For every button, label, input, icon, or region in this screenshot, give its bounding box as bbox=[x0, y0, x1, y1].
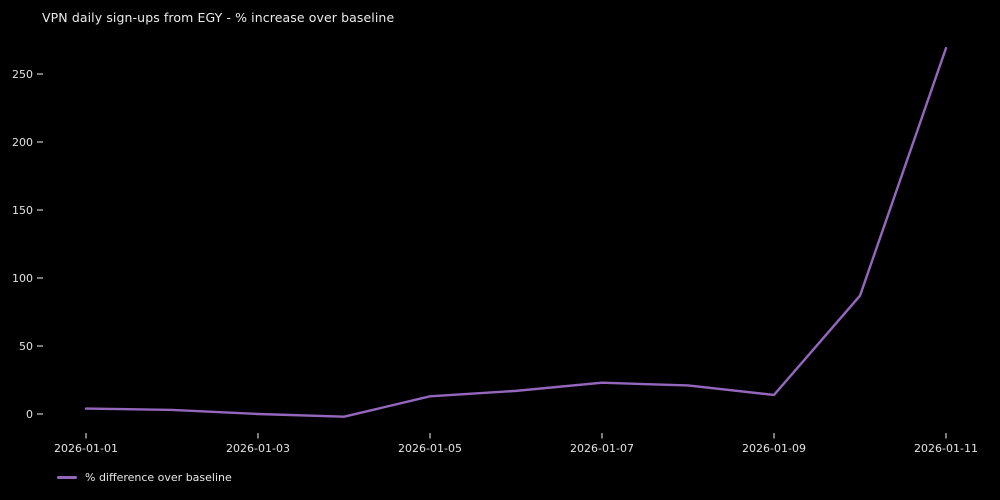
x-tick-label: 2026-01-03 bbox=[226, 442, 290, 455]
y-tick-label: 50 bbox=[19, 340, 33, 353]
legend: % difference over baseline bbox=[57, 471, 232, 484]
x-tick-label: 2026-01-07 bbox=[570, 442, 634, 455]
y-tick-label: 150 bbox=[12, 204, 33, 217]
x-tick-label: 2026-01-01 bbox=[54, 442, 118, 455]
x-tick-label: 2026-01-05 bbox=[398, 442, 462, 455]
x-tick-label: 2026-01-11 bbox=[914, 442, 978, 455]
y-tick-label: 0 bbox=[26, 408, 33, 421]
legend-line-swatch bbox=[57, 476, 77, 479]
data-line-difference-over-baseline bbox=[84, 46, 948, 418]
y-tick-label: 100 bbox=[12, 272, 33, 285]
y-tick-label: 250 bbox=[12, 68, 33, 81]
chart-title: VPN daily sign-ups from EGY - % increase… bbox=[42, 10, 395, 25]
y-tick-label: 200 bbox=[12, 136, 33, 149]
legend-label: % difference over baseline bbox=[85, 471, 232, 484]
x-tick-label: 2026-01-09 bbox=[742, 442, 806, 455]
